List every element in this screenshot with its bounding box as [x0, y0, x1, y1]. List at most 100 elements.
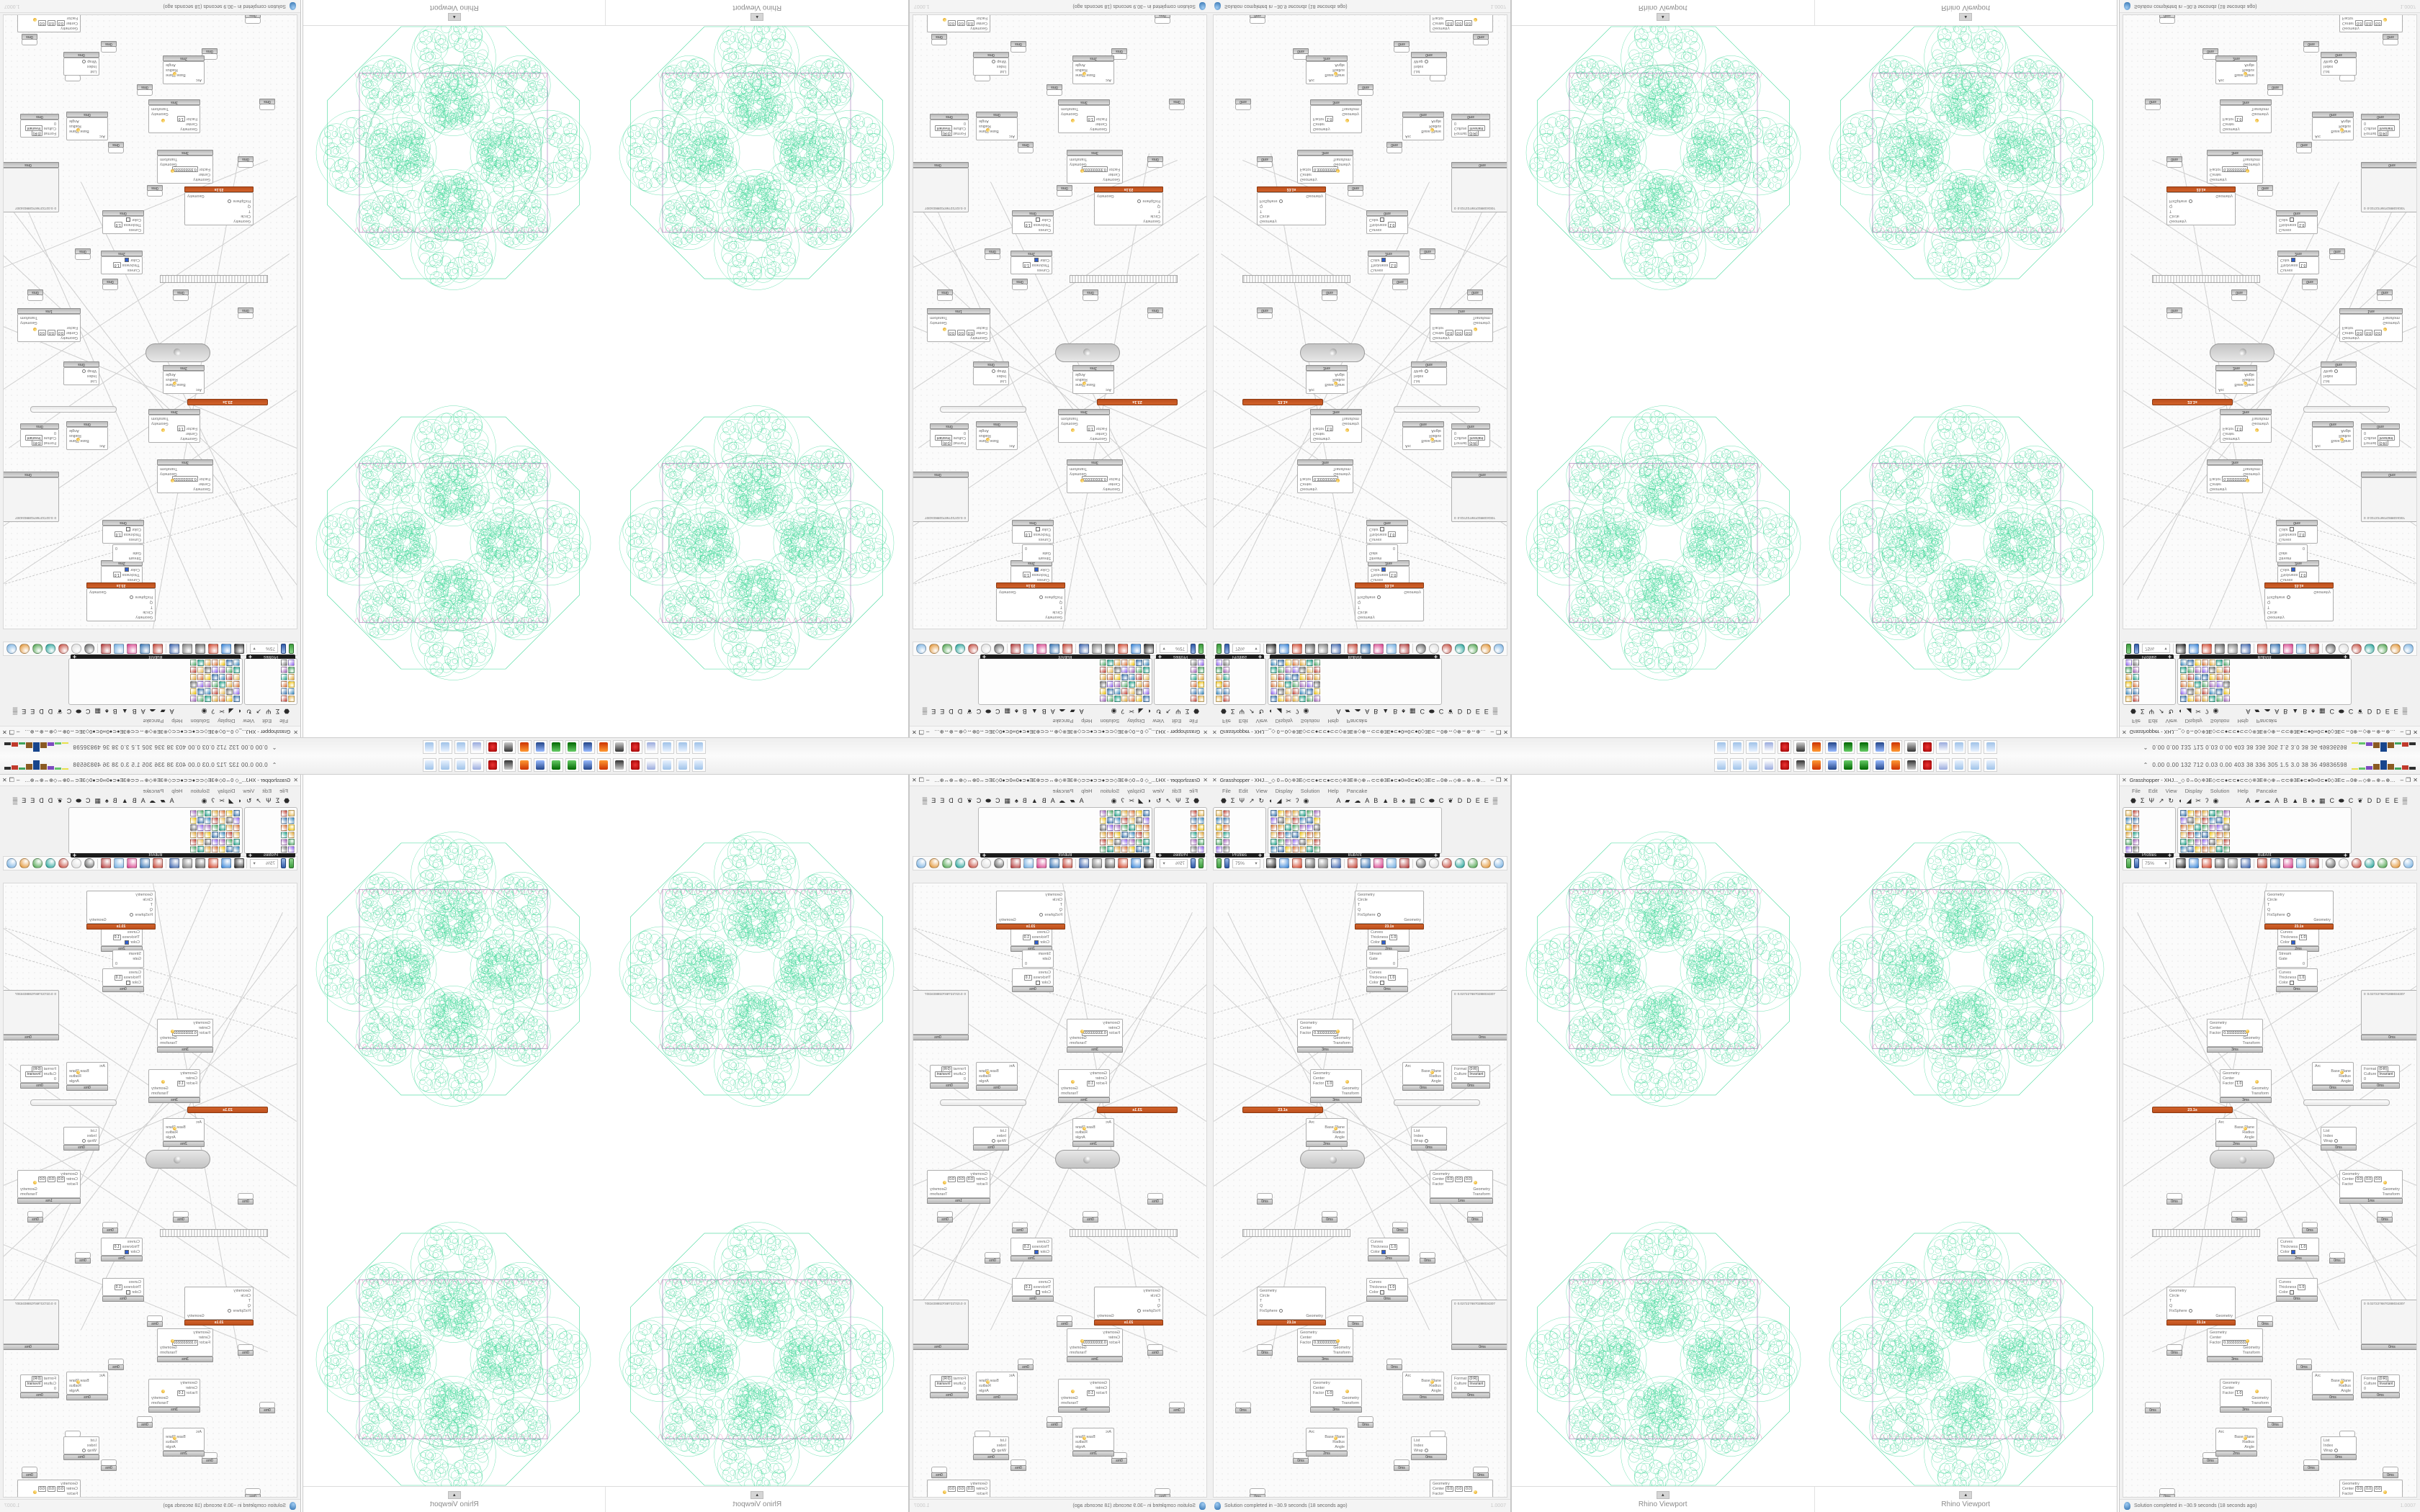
tab-orange-icon[interactable]: ⬬: [1429, 797, 1435, 804]
menu-item-file[interactable]: File: [1222, 718, 1231, 724]
node-input-arc[interactable]: Arc: [979, 1063, 1015, 1068]
node-input-color[interactable]: Color: [104, 258, 140, 263]
palette-profiles[interactable]: Profiles ✚: [2123, 654, 2176, 705]
node-output-transform[interactable]: Transform: [1070, 467, 1120, 472]
surface-icon[interactable]: ◖: [238, 708, 242, 716]
palette-component-icon[interactable]: [2216, 824, 2223, 831]
node-output-angle[interactable]: Angle: [1309, 372, 1345, 377]
gh-node-scale-xyz[interactable]: GeometryCenter0.00.00.0FactorGeometryTra…: [927, 14, 990, 32]
tab-shard-icon[interactable]: ▰: [1345, 708, 1350, 716]
palette-component-icon[interactable]: [2180, 846, 2187, 852]
gh-node-panel-num[interactable]: 0 0.0272276870288034307 0ms: [913, 472, 969, 522]
photo-icon[interactable]: [1793, 740, 1807, 754]
node-input-curves[interactable]: Curves: [2279, 1279, 2315, 1284]
node-output-transform[interactable]: Transform: [20, 315, 78, 320]
palette-component-icon[interactable]: [1121, 810, 1128, 816]
palette-component-icon[interactable]: [1299, 674, 1306, 680]
palette-component-icon[interactable]: [197, 817, 204, 824]
node-input-factor[interactable]: Factor 0.3333333333: [1300, 1030, 1350, 1036]
node-input-factor[interactable]: Factor: [930, 1491, 987, 1496]
palette-component-icon[interactable]: [2216, 696, 2223, 702]
mesh-icon[interactable]: ◢: [1277, 708, 1282, 716]
palette-component-icon[interactable]: [1121, 667, 1128, 673]
palette-component-icon[interactable]: [2209, 660, 2215, 666]
node-input-geometry[interactable]: Geometry: [999, 615, 1062, 620]
system-tray[interactable]: ⌃ 0.00 0.00 132 712 0.03 0.00 403 38 336…: [4, 760, 277, 770]
palette-component-icon[interactable]: [1292, 696, 1299, 702]
palette-component-icon[interactable]: [2187, 839, 2194, 845]
node-input-geometry[interactable]: Geometry: [1300, 487, 1350, 492]
node-input-color[interactable]: Color: [1015, 527, 1051, 532]
palette-component-icon[interactable]: [219, 674, 225, 680]
node-input-fixsphere[interactable]: FixSphere: [1097, 1308, 1160, 1313]
gh-node-scale-one[interactable]: Geometry Center Factor 1.0 Geometry Transform…: [1058, 1069, 1110, 1103]
preview-eye-icon[interactable]: [2189, 858, 2199, 868]
palette-tab-profiles[interactable]: Profiles ✚: [246, 853, 295, 858]
node-input-stream[interactable]: Stream: [115, 556, 141, 561]
palette-icon-grid[interactable]: [2179, 809, 2349, 853]
node-input-factor[interactable]: Factor 1.0: [2223, 1390, 2269, 1396]
gh-node-arc-a[interactable]: Arc Base Plane Radius Angle 2ms: [163, 1428, 205, 1457]
gh-node-preview-blue[interactable]: Curves Thickness 1.0 Color 2ms: [101, 560, 143, 584]
palette-component-icon[interactable]: [2187, 824, 2194, 831]
gh-node-stream-gate[interactable]: Stream Gate 0: [2276, 950, 2308, 968]
node-output-base-plane[interactable]: Base Plane: [1075, 73, 1111, 78]
node-input-arc[interactable]: Arc: [1405, 134, 1441, 139]
palette-component-icon[interactable]: [1270, 832, 1277, 838]
node-input-curves[interactable]: Curves: [105, 228, 141, 233]
node-input-q[interactable]: Q: [1358, 907, 1421, 912]
palette-component-icon[interactable]: [1292, 681, 1299, 688]
color-swatch[interactable]: [125, 940, 130, 945]
node-output-base-plane[interactable]: Base Plane: [1405, 129, 1441, 134]
palette-component-icon[interactable]: [233, 688, 240, 695]
gh-node-format[interactable]: Format {0:R} Culture Invariant 0 0ms: [20, 423, 59, 447]
palette-component-icon[interactable]: [2209, 810, 2215, 816]
params-icon[interactable]: ⬣: [284, 797, 290, 804]
node-output-radius[interactable]: Radius: [166, 1130, 202, 1135]
gh-node-preview-white[interactable]: Curves Thickness 1.0 Color 0ms: [1366, 210, 1408, 234]
cluster-icon[interactable]: [1105, 858, 1115, 868]
window-buttons[interactable]: – ❐ ✕: [2401, 729, 2418, 735]
node-input-index[interactable]: Index: [1414, 1133, 1444, 1138]
node-input-stream[interactable]: Stream: [115, 951, 141, 956]
node-output-transform[interactable]: Transform: [1313, 416, 1359, 421]
floppy-blue-icon[interactable]: [534, 740, 547, 754]
node-input-arc[interactable]: Arc: [1309, 78, 1345, 83]
palette-component-icon[interactable]: [1292, 667, 1299, 673]
intersect-icon[interactable]: ✂: [219, 797, 225, 804]
gh-node-relay[interactable]: 0ms: [2329, 248, 2345, 260]
palette-component-icon[interactable]: [2187, 688, 2194, 695]
node-input-geometry[interactable]: Geometry: [1433, 1171, 1490, 1176]
node-input-format[interactable]: Format {0:R}: [933, 1375, 966, 1382]
rhino-window[interactable]: ▴ Rhino Viewport ▴ Rhino Viewport: [1511, 775, 2118, 1512]
factor-field[interactable]: 1.0: [176, 116, 185, 122]
tab-d2[interactable]: D: [39, 797, 44, 804]
node-input-factor[interactable]: Factor 1.0: [1313, 1080, 1359, 1086]
center-z-field[interactable]: 0.0: [37, 1485, 46, 1492]
gh-node-relay[interactable]: 0ms: [1147, 307, 1163, 319]
palette-component-icon[interactable]: [1136, 696, 1142, 702]
palette-component-icon[interactable]: [1285, 832, 1291, 838]
thickness-field[interactable]: 1.0: [2299, 262, 2308, 269]
node-input-thickness[interactable]: Thickness 1.0: [105, 222, 141, 228]
thickness-field[interactable]: 1.0: [1388, 222, 1397, 228]
ribbon-plugin-tabs[interactable]: A ▰ ☁ A B ▲ B ♠ ▦ C ⬬ C ❦ D D E E ▒: [1336, 797, 1497, 804]
gh-node-relay[interactable]: 0ms: [1473, 34, 1489, 45]
display-icon[interactable]: ◉: [1111, 797, 1117, 804]
palette-component-icon[interactable]: [2216, 839, 2223, 845]
cluster-icon[interactable]: [195, 644, 205, 654]
vector-icon[interactable]: ↗: [2159, 708, 2164, 716]
tab-c1[interactable]: C: [86, 708, 91, 716]
thickness-field[interactable]: 1.0: [2299, 572, 2308, 578]
node-input-center[interactable]: Center 0.0 0.0 0.0: [930, 1485, 987, 1492]
number-slider[interactable]: [30, 1099, 117, 1106]
node-input-stream[interactable]: Stream: [2279, 556, 2305, 561]
palette-component-icon[interactable]: [205, 681, 211, 688]
tab-tree-icon[interactable]: ♠: [2311, 797, 2315, 804]
node-input-list[interactable]: List: [1414, 69, 1444, 74]
gh-node-relay[interactable]: 0ms: [2231, 289, 2247, 301]
gh-node-stream-gate[interactable]: Stream Gate 0: [112, 544, 144, 562]
component-palettes[interactable]: Profiles ✚ BullAnt ✚: [3, 654, 297, 705]
node-input-curves[interactable]: Curves: [2279, 228, 2315, 233]
